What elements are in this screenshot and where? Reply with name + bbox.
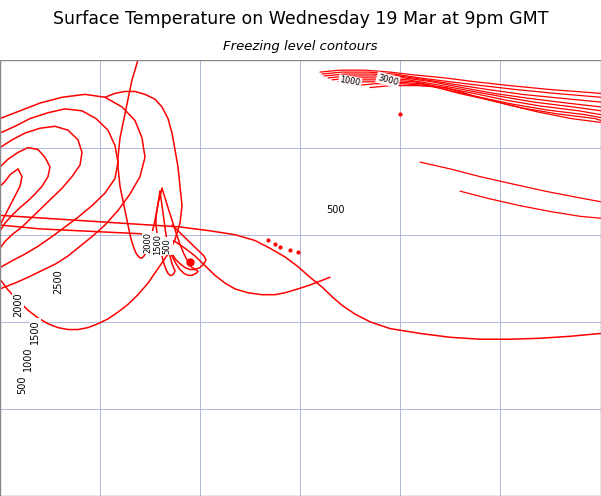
Text: 1000: 1000	[339, 75, 361, 88]
Text: Freezing level contours: Freezing level contours	[223, 40, 378, 53]
Text: 2500: 2500	[53, 269, 63, 294]
Text: 2000: 2000	[144, 232, 153, 253]
Text: 1500: 1500	[153, 234, 162, 255]
Text: 500: 500	[326, 204, 344, 215]
Text: 500: 500	[162, 239, 171, 254]
Text: 1500: 1500	[30, 319, 40, 344]
Text: Surface Temperature on Wednesday 19 Mar at 9pm GMT: Surface Temperature on Wednesday 19 Mar …	[53, 10, 548, 28]
Text: 1000: 1000	[23, 346, 33, 371]
Text: 2000: 2000	[13, 292, 23, 316]
Text: 500: 500	[17, 375, 27, 394]
Text: 3000: 3000	[377, 73, 400, 87]
